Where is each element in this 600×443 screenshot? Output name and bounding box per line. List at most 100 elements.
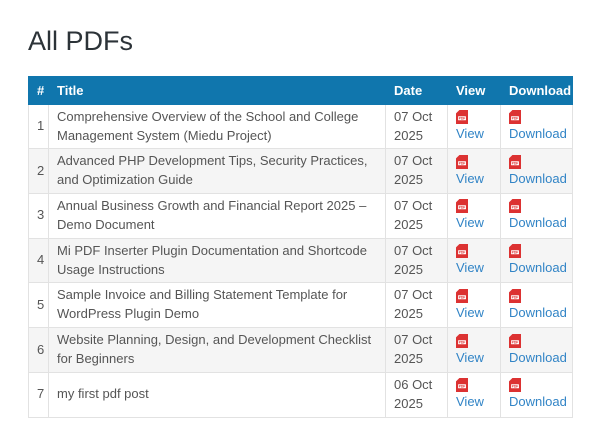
date-cell: 07 Oct 2025 [385, 148, 448, 195]
download-link[interactable]: PDF Download [509, 378, 567, 411]
view-link-label: View [456, 170, 484, 186]
title-cell: Mi PDF Inserter Plugin Documentation and… [48, 237, 386, 284]
row-number-cell: 7 [28, 371, 49, 418]
pdf-file-icon: PDF [456, 110, 468, 125]
view-link-label: View [456, 304, 484, 320]
date-cell: 07 Oct 2025 [385, 282, 448, 329]
row-number-cell: 5 [28, 282, 49, 329]
download-cell: PDF Download [500, 282, 573, 329]
download-link[interactable]: PDF Download [509, 154, 567, 188]
pdf-file-icon: PDF [509, 244, 521, 259]
page-container: All PDFs # Title Date View Download 1 Co… [28, 26, 573, 418]
title-cell: Website Planning, Design, and Developmen… [48, 327, 386, 373]
view-link-label: View [456, 394, 484, 410]
svg-text:PDF: PDF [459, 295, 466, 299]
svg-text:PDF: PDF [512, 385, 519, 389]
svg-text:PDF: PDF [512, 117, 519, 121]
table-row: 1 Comprehensive Overview of the School a… [28, 103, 573, 150]
row-number-cell: 6 [28, 327, 49, 373]
column-header-number: # [28, 75, 49, 105]
page-title: All PDFs [28, 26, 134, 56]
date-cell: 07 Oct 2025 [385, 327, 448, 373]
view-cell: PDF View [447, 237, 501, 284]
view-link-label: View [456, 215, 484, 231]
table-row: 6 Website Planning, Design, and Developm… [28, 327, 573, 373]
date-cell: 07 Oct 2025 [385, 237, 448, 284]
pdf-file-icon: PDF [456, 199, 468, 214]
table-body: 1 Comprehensive Overview of the School a… [28, 103, 573, 418]
download-cell: PDF Download [500, 193, 573, 239]
download-link[interactable]: PDF Download [509, 110, 567, 143]
column-header-download: Download [500, 75, 573, 105]
table-row: 3 Annual Business Growth and Financial R… [28, 193, 573, 239]
title-cell: Annual Business Growth and Financial Rep… [48, 193, 386, 239]
pdf-file-icon: PDF [509, 110, 521, 125]
pdf-file-icon: PDF [509, 333, 521, 348]
svg-text:PDF: PDF [512, 340, 519, 344]
download-link-label: Download [509, 394, 567, 410]
view-cell: PDF View [447, 193, 501, 239]
svg-text:PDF: PDF [512, 161, 519, 165]
svg-text:PDF: PDF [512, 251, 519, 255]
download-cell: PDF Download [500, 237, 573, 284]
view-link[interactable]: PDF View [456, 244, 484, 277]
download-link-label: Download [509, 126, 567, 142]
row-number-cell: 1 [28, 103, 49, 150]
download-link[interactable]: PDF Download [509, 199, 567, 232]
title-cell: Advanced PHP Development Tips, Security … [48, 148, 386, 195]
row-number-cell: 3 [28, 193, 49, 239]
view-link[interactable]: PDF View [456, 333, 484, 367]
download-link-label: Download [509, 215, 567, 231]
table-header-row: # Title Date View Download [28, 75, 573, 105]
pdf-file-icon: PDF [456, 333, 468, 348]
svg-text:PDF: PDF [459, 117, 466, 121]
pdf-file-icon: PDF [509, 199, 521, 214]
view-link[interactable]: PDF View [456, 199, 484, 232]
table-row: 7 my first pdf post 06 Oct 2025 PDF View… [28, 371, 573, 418]
download-link-label: Download [509, 349, 567, 365]
view-cell: PDF View [447, 327, 501, 373]
pdf-file-icon: PDF [509, 288, 521, 303]
view-link-label: View [456, 349, 484, 365]
svg-text:PDF: PDF [459, 161, 466, 165]
column-header-date: Date [385, 75, 448, 105]
view-link[interactable]: PDF View [456, 378, 484, 411]
download-link-label: Download [509, 260, 567, 276]
title-cell: Comprehensive Overview of the School and… [48, 103, 386, 150]
pdf-file-icon: PDF [509, 378, 521, 393]
date-cell: 06 Oct 2025 [385, 371, 448, 418]
view-link[interactable]: PDF View [456, 288, 484, 322]
download-link[interactable]: PDF Download [509, 244, 567, 277]
table-row: 5 Sample Invoice and Billing Statement T… [28, 282, 573, 329]
row-number-cell: 2 [28, 148, 49, 195]
view-link[interactable]: PDF View [456, 154, 484, 188]
pdf-file-icon: PDF [456, 288, 468, 303]
view-link-label: View [456, 260, 484, 276]
download-cell: PDF Download [500, 371, 573, 418]
pdf-file-icon: PDF [456, 154, 468, 169]
svg-text:PDF: PDF [512, 295, 519, 299]
download-cell: PDF Download [500, 148, 573, 195]
title-cell: Sample Invoice and Billing Statement Tem… [48, 282, 386, 329]
date-cell: 07 Oct 2025 [385, 193, 448, 239]
view-link-label: View [456, 126, 484, 142]
pdf-file-icon: PDF [509, 154, 521, 169]
download-link[interactable]: PDF Download [509, 288, 567, 322]
svg-text:PDF: PDF [459, 340, 466, 344]
view-link[interactable]: PDF View [456, 110, 484, 143]
row-number-cell: 4 [28, 237, 49, 284]
pdf-table: # Title Date View Download 1 Comprehensi… [28, 75, 573, 418]
table-row: 2 Advanced PHP Development Tips, Securit… [28, 148, 573, 195]
title-cell: my first pdf post [48, 371, 386, 418]
svg-text:PDF: PDF [459, 251, 466, 255]
download-link[interactable]: PDF Download [509, 333, 567, 367]
view-cell: PDF View [447, 282, 501, 329]
pdf-file-icon: PDF [456, 378, 468, 393]
table-header: # Title Date View Download [28, 75, 573, 105]
view-cell: PDF View [447, 103, 501, 150]
pdf-file-icon: PDF [456, 244, 468, 259]
view-cell: PDF View [447, 148, 501, 195]
column-header-view: View [447, 75, 501, 105]
column-header-title: Title [48, 75, 386, 105]
download-link-label: Download [509, 170, 567, 186]
